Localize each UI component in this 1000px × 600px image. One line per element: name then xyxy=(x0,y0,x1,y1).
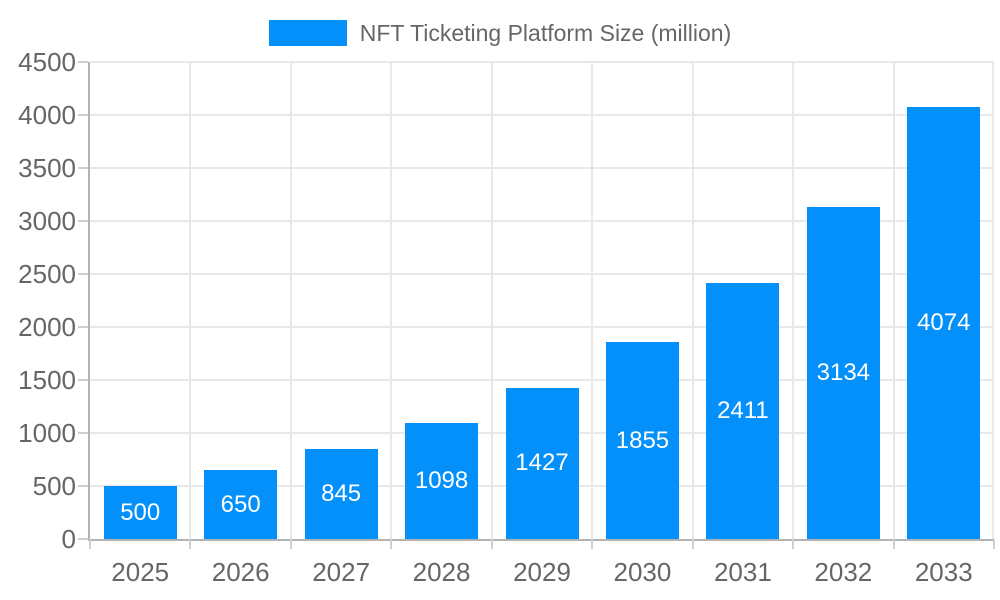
bar-2026[interactable] xyxy=(204,470,278,539)
gridline-vertical xyxy=(289,62,292,539)
y-axis-tick xyxy=(78,167,88,169)
x-axis-tick xyxy=(993,539,995,549)
y-axis-tick xyxy=(78,114,88,116)
bar-2033[interactable] xyxy=(907,107,981,539)
gridline-vertical xyxy=(992,62,994,539)
x-axis-tick xyxy=(189,539,192,549)
y-axis-tick xyxy=(78,432,88,434)
x-axis-label: 2031 xyxy=(713,557,772,587)
gridline-horizontal xyxy=(90,273,994,275)
bar-2027[interactable] xyxy=(304,449,378,539)
gridline-vertical xyxy=(189,62,192,539)
bar-2031[interactable] xyxy=(706,283,780,539)
bar-2029[interactable] xyxy=(505,387,579,539)
gridline-horizontal xyxy=(90,114,994,116)
gridline-horizontal xyxy=(90,379,994,381)
y-axis-label: 2000 xyxy=(18,312,76,342)
x-axis-tick xyxy=(289,539,292,549)
gridline-horizontal xyxy=(90,61,994,63)
gridline-vertical xyxy=(792,62,795,539)
y-axis-label: 3000 xyxy=(18,206,76,236)
gridline-vertical xyxy=(490,62,493,539)
bar-2028[interactable] xyxy=(405,422,479,539)
gridline-vertical xyxy=(691,62,694,539)
gridline-horizontal xyxy=(90,326,994,328)
plot-area: 500 650 845 1098 1427 1855 2411 3134 4074 xyxy=(88,61,994,541)
x-axis-tick xyxy=(591,539,594,549)
y-axis-tick xyxy=(78,220,88,222)
y-axis-tick xyxy=(78,538,88,540)
x-axis-label: 2030 xyxy=(613,557,672,587)
x-axis-label: 2032 xyxy=(814,557,873,587)
legend-marker-swatch xyxy=(268,20,347,46)
y-axis-label: 500 xyxy=(32,471,76,501)
y-axis-label: 1500 xyxy=(18,365,76,395)
y-axis-label: 4500 xyxy=(18,47,76,77)
gridline-vertical xyxy=(892,62,895,539)
x-axis-tick xyxy=(892,539,895,549)
x-axis-label: 2025 xyxy=(111,557,170,587)
gridline-vertical xyxy=(591,62,594,539)
y-axis-label: 0 xyxy=(61,524,76,554)
y-axis-label: 4000 xyxy=(18,100,76,130)
x-axis-label: 2026 xyxy=(211,557,270,587)
y-axis-tick xyxy=(78,379,88,381)
x-axis-label: 2028 xyxy=(412,557,471,587)
gridline-horizontal xyxy=(90,167,994,169)
y-axis-tick xyxy=(78,273,88,275)
bar-2025[interactable] xyxy=(103,486,177,539)
x-axis-tick xyxy=(89,539,91,549)
x-axis-label: 2029 xyxy=(513,557,571,587)
y-axis-tick xyxy=(78,485,88,487)
legend[interactable]: NFT Ticketing Platform Size (million) xyxy=(0,18,1000,48)
x-axis-tick xyxy=(691,539,694,549)
x-axis-label: 2027 xyxy=(312,557,371,587)
x-axis-label: 2033 xyxy=(914,557,973,587)
gridline-horizontal xyxy=(90,220,994,222)
bar-2032[interactable] xyxy=(806,206,880,539)
y-axis-tick xyxy=(78,326,88,328)
y-axis-tick xyxy=(78,61,88,63)
legend-label: NFT Ticketing Platform Size (million) xyxy=(359,19,732,46)
x-axis-tick xyxy=(490,539,493,549)
x-axis-tick xyxy=(390,539,393,549)
y-axis-label: 1000 xyxy=(18,418,76,448)
x-axis-tick xyxy=(792,539,795,549)
y-axis-label: 2500 xyxy=(18,259,76,289)
bar-2030[interactable] xyxy=(605,342,679,539)
gridline-vertical xyxy=(390,62,393,539)
y-axis-label: 3500 xyxy=(18,153,76,183)
